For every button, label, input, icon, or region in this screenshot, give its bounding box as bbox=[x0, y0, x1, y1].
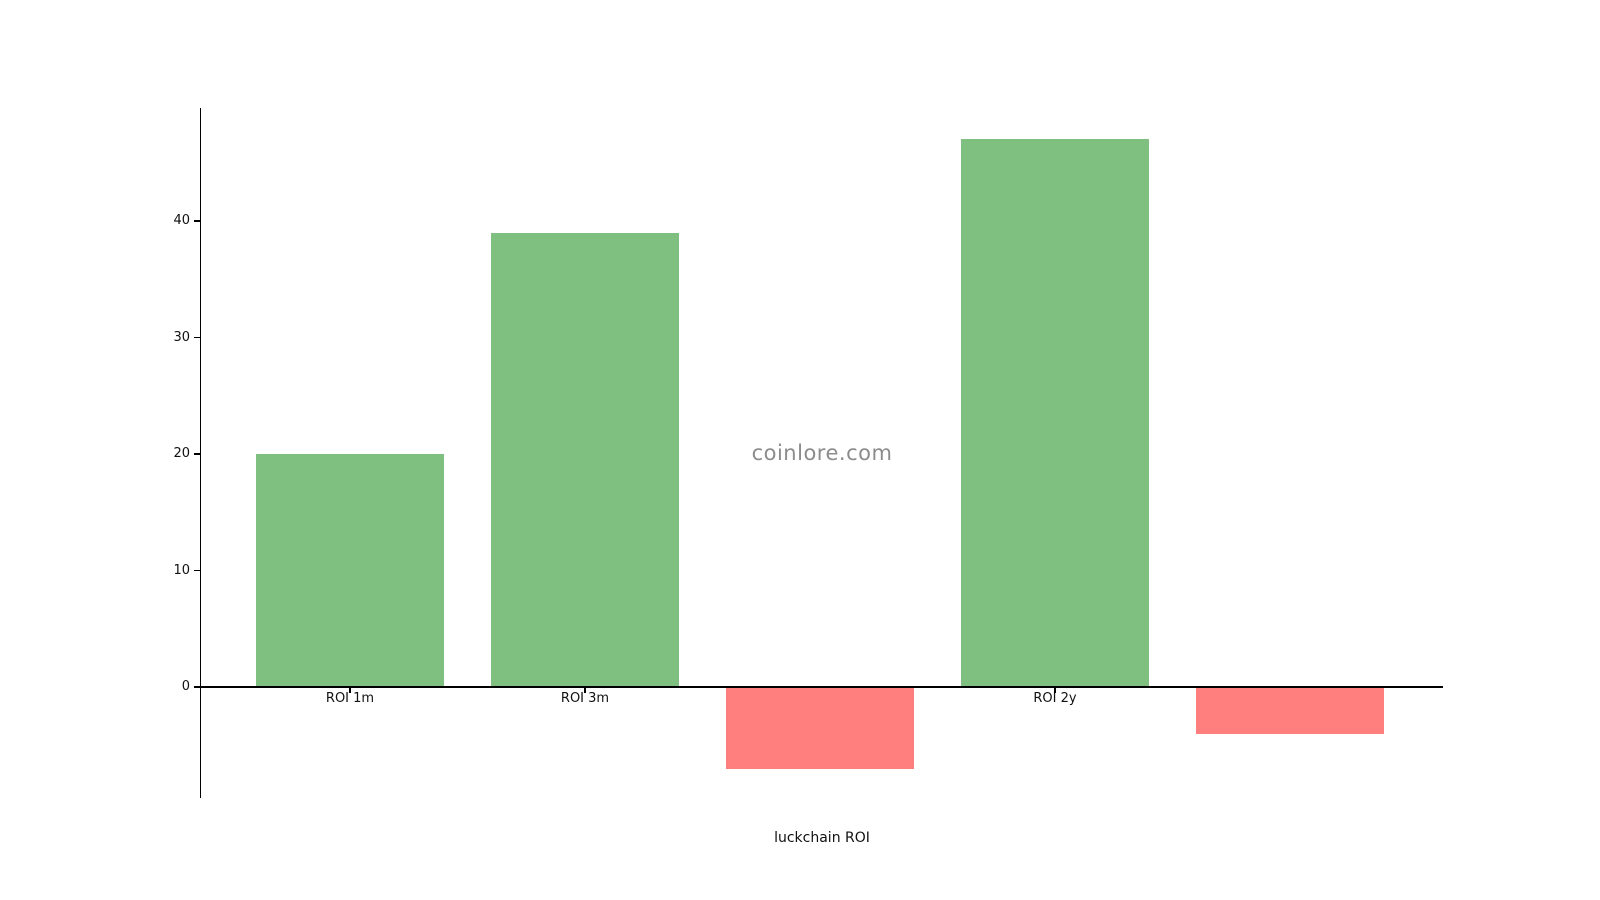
y-tick-mark bbox=[194, 336, 200, 339]
y-tick-label: 10 bbox=[173, 562, 190, 578]
y-tick-label: 0 bbox=[181, 679, 190, 694]
bar-roi-2y bbox=[961, 139, 1149, 687]
bar-roi-1m bbox=[256, 454, 444, 687]
bar-unlabeled-2 bbox=[726, 687, 914, 769]
x-tick-label: ROI 2y bbox=[1033, 691, 1077, 706]
y-axis-spine bbox=[199, 108, 201, 798]
x-tick-mark bbox=[1054, 688, 1056, 693]
y-tick-label: 30 bbox=[173, 329, 190, 345]
bar-unlabeled-4 bbox=[1196, 687, 1384, 734]
chart-title: luckchain ROI bbox=[774, 830, 870, 846]
x-tick-label: ROI 1m bbox=[325, 691, 375, 706]
watermark-text: coinlore.com bbox=[751, 441, 893, 465]
y-tick-label: 40 bbox=[173, 213, 190, 228]
x-tick-mark bbox=[349, 688, 351, 693]
y-tick-label: 20 bbox=[173, 446, 190, 461]
x-axis-line bbox=[199, 686, 1443, 688]
y-tick-mark bbox=[194, 220, 200, 222]
x-tick-label: ROI 3m bbox=[560, 691, 610, 706]
y-tick-mark bbox=[194, 569, 200, 572]
bar-roi-3m bbox=[491, 232, 679, 687]
y-tick-mark bbox=[194, 453, 200, 455]
y-tick-mark bbox=[194, 686, 200, 688]
x-tick-mark bbox=[584, 688, 586, 693]
